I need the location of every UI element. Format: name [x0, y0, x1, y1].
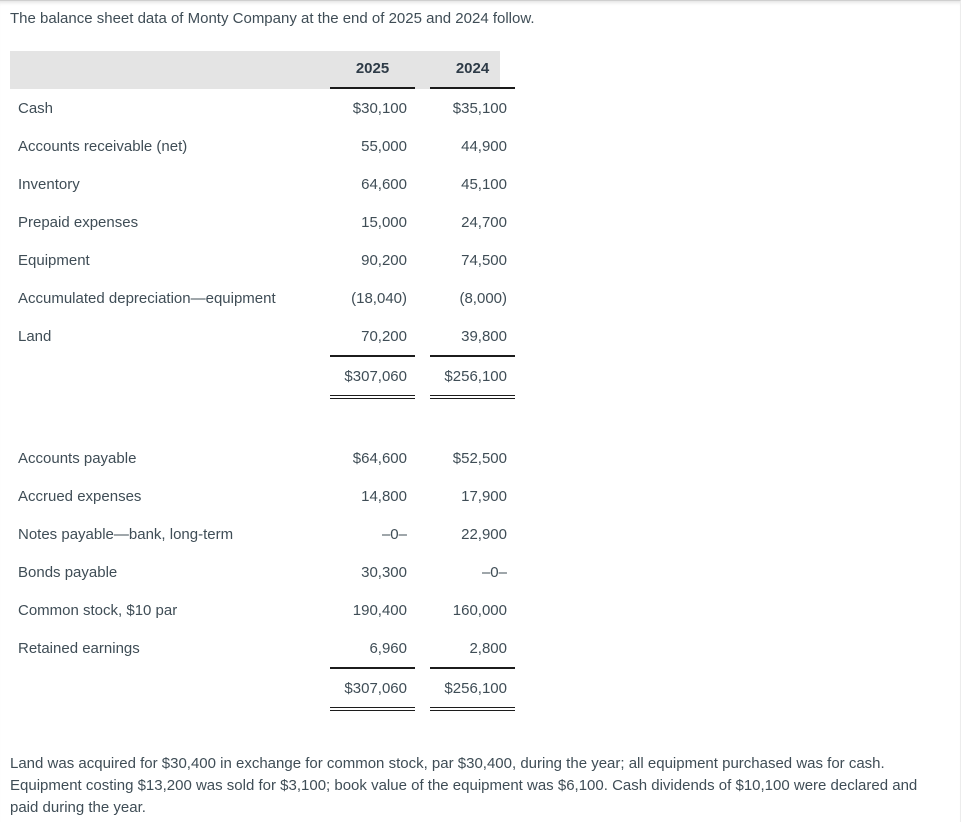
amount-2024: 2,800	[469, 639, 507, 657]
total-amount-2024: $256,100	[430, 667, 515, 711]
amount-2025: 55,000	[361, 137, 407, 155]
amount-2024: 74,500	[461, 251, 507, 269]
row-label: Bonds payable	[18, 563, 118, 581]
table-row: Accrued expenses 14,800 17,900	[10, 477, 507, 515]
liabilities-equity-section: Accounts payable $64,600 $52,500 Accrued…	[10, 439, 515, 711]
amount-2024: 22,900	[461, 525, 507, 543]
row-label: Equipment	[18, 251, 90, 269]
amount-2024: 17,900	[461, 487, 507, 505]
row-label: Accounts payable	[18, 449, 137, 467]
table-row: Inventory 64,600 45,100	[10, 165, 507, 203]
amount-2025: $30,100	[352, 99, 407, 117]
intro-text: The balance sheet data of Monty Company …	[10, 10, 535, 27]
row-label: Cash	[18, 99, 54, 117]
row-label: Retained earnings	[18, 639, 140, 657]
amount-2025: 70,200	[361, 327, 407, 345]
table-row: Equipment 90,200 74,500	[10, 241, 507, 279]
table-row: Accounts receivable (net) 55,000 44,900	[10, 127, 507, 165]
table-row: Cash $30,100 $35,100	[10, 89, 507, 127]
table-row: Common stock, $10 par 190,400 160,000	[10, 591, 507, 629]
table-header-row: 2025 2024	[10, 51, 515, 89]
row-label: Prepaid expenses	[18, 213, 139, 231]
amount-2024: $35,100	[452, 99, 507, 117]
row-label: Common stock, $10 par	[18, 601, 178, 619]
row-label: Accumulated depreciation—equipment	[18, 289, 276, 307]
table-row: Notes payable—bank, long-term –0– 22,900	[10, 515, 507, 553]
table-row: Prepaid expenses 15,000 24,700	[10, 203, 507, 241]
amount-2025: 90,200	[361, 251, 407, 269]
row-label: Land	[18, 327, 52, 345]
amount-2025: 15,000	[361, 213, 407, 231]
amount-2024: (8,000)	[459, 289, 507, 307]
amount-2024: 45,100	[461, 175, 507, 193]
row-label: Inventory	[18, 175, 80, 193]
amount-2024: 160,000	[452, 601, 507, 619]
year-2024-column-header: 2024	[430, 51, 515, 89]
row-label: Accounts receivable (net)	[18, 137, 188, 155]
amount-2024: 24,700	[461, 213, 507, 231]
table-row: Accounts payable $64,600 $52,500	[10, 439, 507, 477]
amount-2025: 190,400	[352, 601, 407, 619]
total-amount-2024: $256,100	[430, 355, 515, 399]
table-row: Accumulated depreciation—equipment (18,0…	[10, 279, 507, 317]
assets-section: Cash $30,100 $35,100 Accounts receivable…	[10, 89, 515, 399]
table-row: Retained earnings 6,960 2,800	[10, 629, 507, 667]
assets-total-row: $307,060 $256,100	[10, 355, 515, 399]
amount-2025: –0–	[381, 525, 407, 543]
amount-2024: $52,500	[452, 449, 507, 467]
amount-2024: 39,800	[461, 327, 507, 345]
amount-2025: 30,300	[361, 563, 407, 581]
balance-sheet-table: 2025 2024 Cash $30,100 $35,100 Accounts …	[10, 51, 515, 711]
amount-2025: 64,600	[361, 175, 407, 193]
total-amount-2025: $307,060	[330, 667, 415, 711]
table-row: Bonds payable 30,300 –0–	[10, 553, 507, 591]
amount-2024: 44,900	[461, 137, 507, 155]
liabilities-equity-total-row: $307,060 $256,100	[10, 667, 515, 711]
amount-2024: –0–	[481, 563, 507, 581]
total-amount-2025: $307,060	[330, 355, 415, 399]
table-row: Land 70,200 39,800	[10, 317, 507, 355]
year-2025-column-header: 2025	[330, 51, 415, 89]
amount-2025: 14,800	[361, 487, 407, 505]
amount-2025: $64,600	[352, 449, 407, 467]
row-label: Accrued expenses	[18, 487, 142, 505]
row-label: Notes payable—bank, long-term	[18, 525, 234, 543]
amount-2025: 6,960	[369, 639, 407, 657]
footnote-text: Land was acquired for $30,400 in exchang…	[10, 755, 918, 816]
amount-2025: (18,040)	[351, 289, 407, 307]
